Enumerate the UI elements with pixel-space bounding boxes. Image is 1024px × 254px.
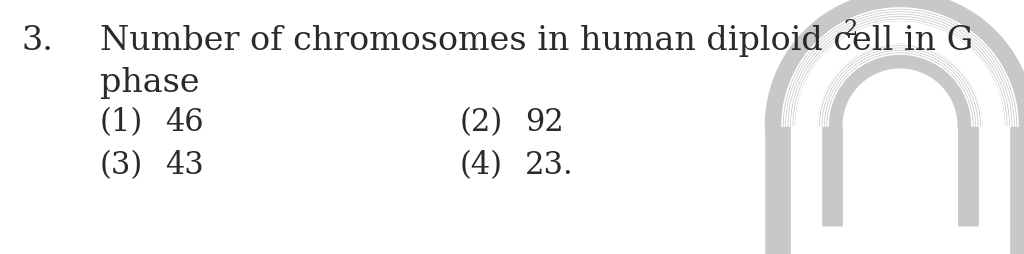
Text: 3.: 3. <box>22 25 54 57</box>
Text: (1): (1) <box>100 107 143 137</box>
Text: Number of chromosomes in human diploid cell in G: Number of chromosomes in human diploid c… <box>100 25 973 57</box>
Text: phase: phase <box>100 67 200 99</box>
Text: (4): (4) <box>460 149 503 180</box>
Text: 23.: 23. <box>525 149 573 180</box>
Text: (3): (3) <box>100 149 143 180</box>
Text: 43: 43 <box>165 149 204 180</box>
Text: 92: 92 <box>525 107 564 137</box>
Text: (2): (2) <box>460 107 503 137</box>
Text: 46: 46 <box>165 107 204 137</box>
Text: 2: 2 <box>843 18 857 40</box>
